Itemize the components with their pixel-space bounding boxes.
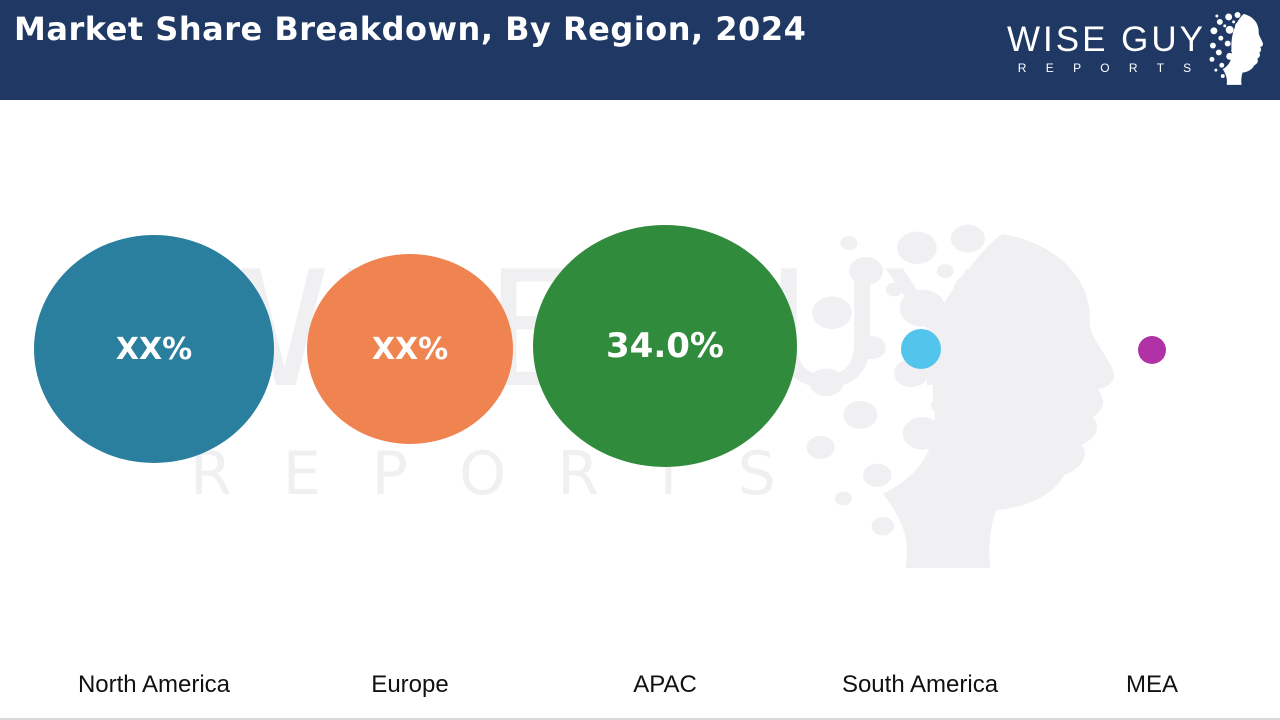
wiseguy-logo: WISE GUY R E P O R T S bbox=[1007, 4, 1272, 92]
category-label-europe: Europe bbox=[371, 671, 449, 698]
category-label-south-america: South America bbox=[841, 671, 999, 698]
bubble-mea bbox=[1138, 336, 1166, 364]
wiseguy-logo-text: WISE GUY R E P O R T S bbox=[1007, 21, 1206, 75]
bottom-divider bbox=[0, 718, 1280, 720]
category-label-apac: APAC bbox=[633, 671, 697, 698]
bubble-value-label: 34.0% bbox=[606, 326, 724, 366]
watermark-head-icon bbox=[798, 220, 1166, 568]
category-label-north-america: North America bbox=[77, 671, 231, 698]
header-banner: Market Share Breakdown, By Region, 2024 … bbox=[0, 0, 1280, 100]
wiseguy-head-icon bbox=[1209, 12, 1263, 85]
bubble-north-america: XX% bbox=[34, 235, 274, 463]
bubble-europe: XX% bbox=[307, 254, 513, 444]
page-title: Market Share Breakdown, By Region, 2024 bbox=[14, 10, 807, 48]
bubble-apac: 34.0% bbox=[533, 225, 797, 467]
logo-wordmark: WISE GUY bbox=[1006, 20, 1206, 60]
bubble-value-label: XX% bbox=[371, 331, 449, 367]
logo-subtitle: R E P O R T S bbox=[1017, 60, 1200, 75]
bubble-value-label: XX% bbox=[115, 331, 193, 367]
bubble-south-america bbox=[901, 329, 941, 369]
category-label-mea: MEA bbox=[1125, 671, 1179, 698]
